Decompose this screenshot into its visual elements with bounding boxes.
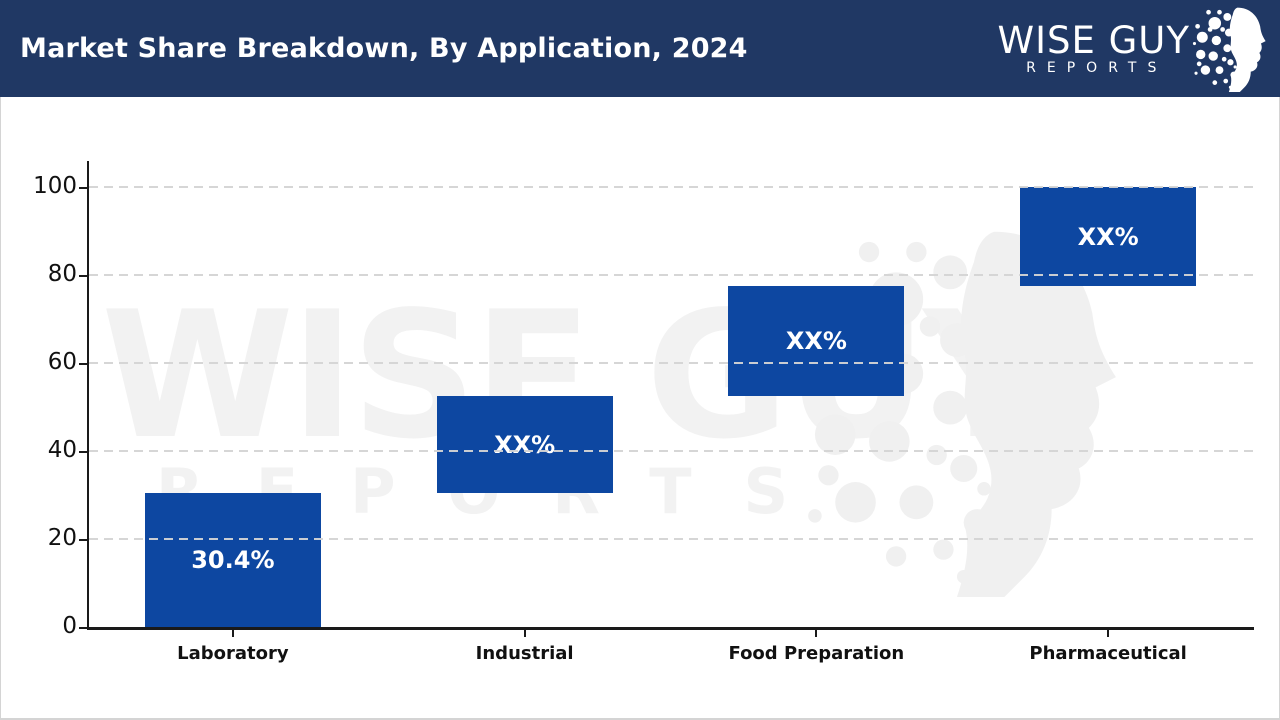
bar-pharmaceutical: XX% bbox=[1020, 187, 1197, 286]
x-tick bbox=[523, 630, 526, 637]
y-tick-label: 20 bbox=[47, 525, 77, 551]
gridline-80 bbox=[89, 274, 1254, 276]
logo-text: WISE GUY REPORTS bbox=[997, 18, 1190, 76]
gridline-20 bbox=[89, 538, 1254, 540]
y-axis-line bbox=[87, 161, 89, 630]
bar-value-label: XX% bbox=[785, 327, 847, 355]
y-tick-20 bbox=[79, 539, 87, 541]
logo-subtitle: REPORTS bbox=[1026, 59, 1168, 76]
y-tick-80 bbox=[79, 275, 87, 277]
x-tick bbox=[1107, 630, 1110, 637]
y-tick-label: 80 bbox=[47, 261, 77, 287]
y-tick-60 bbox=[79, 363, 87, 365]
bar-value-label: XX% bbox=[494, 430, 556, 459]
y-tick-0 bbox=[79, 627, 87, 629]
y-tick-40 bbox=[79, 451, 87, 453]
bar-laboratory: 30.4% bbox=[144, 493, 321, 627]
wise-guy-reports-logo: WISE GUY REPORTS bbox=[998, 4, 1272, 94]
bar-value-label: XX% bbox=[1077, 222, 1139, 251]
x-axis-line bbox=[87, 627, 1254, 630]
gridline-100 bbox=[89, 186, 1254, 188]
y-tick-label: 40 bbox=[47, 437, 77, 463]
head-profile-icon bbox=[1192, 7, 1266, 92]
bar-value-label: 30.4% bbox=[191, 546, 275, 575]
logo-wordmark: WISE GUY bbox=[997, 18, 1190, 62]
y-tick-label: 0 bbox=[62, 613, 77, 639]
y-tick-label: 60 bbox=[47, 349, 77, 375]
logo-head-icon bbox=[1192, 6, 1272, 92]
header-band: Market Share Breakdown, By Application, … bbox=[0, 0, 1280, 97]
y-tick-100 bbox=[79, 187, 87, 189]
x-tick bbox=[231, 630, 234, 637]
gridline-40 bbox=[89, 450, 1254, 452]
category-label: Industrial bbox=[475, 643, 574, 664]
bar-industrial: XX% bbox=[436, 396, 613, 494]
category-label: Laboratory bbox=[177, 643, 289, 664]
category-label: Food Preparation bbox=[728, 643, 905, 664]
category-label: Pharmaceutical bbox=[1029, 643, 1187, 664]
bar-food-preparation: XX% bbox=[728, 286, 905, 396]
chart-title: Market Share Breakdown, By Application, … bbox=[20, 33, 748, 64]
x-tick bbox=[815, 630, 818, 637]
gridline-60 bbox=[89, 362, 1254, 364]
y-tick-label: 100 bbox=[33, 173, 77, 199]
